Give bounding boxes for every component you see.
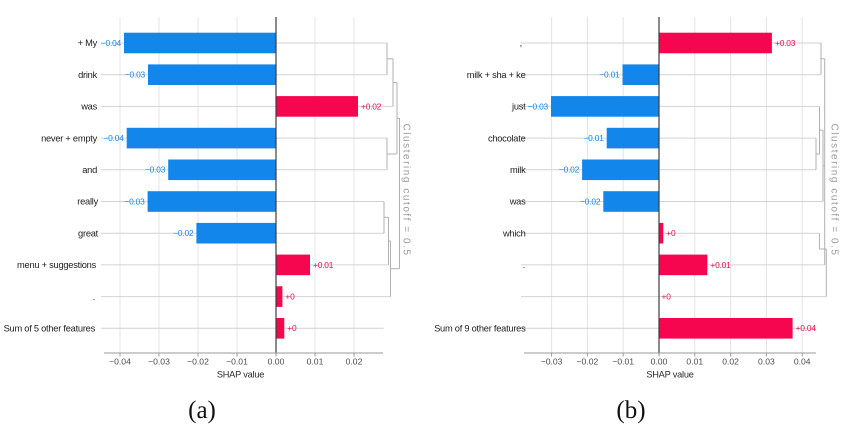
svg-text:−0.01: −0.01 bbox=[599, 70, 620, 80]
svg-text:−0.01: −0.01 bbox=[583, 133, 604, 143]
svg-text:−0.03: −0.03 bbox=[148, 357, 170, 367]
svg-text:+0: +0 bbox=[666, 228, 676, 238]
svg-text:SHAP value: SHAP value bbox=[646, 370, 693, 380]
svg-text:chocolate: chocolate bbox=[488, 133, 526, 143]
svg-text:−0.04: −0.04 bbox=[103, 133, 124, 143]
svg-text:+ My: + My bbox=[78, 38, 98, 48]
svg-text:−0.01: −0.01 bbox=[226, 357, 248, 367]
svg-text:was: was bbox=[80, 102, 97, 112]
svg-text:+0.01: +0.01 bbox=[313, 260, 334, 270]
svg-text:−0.02: −0.02 bbox=[559, 165, 580, 175]
svg-text:−0.04: −0.04 bbox=[109, 357, 131, 367]
svg-text:0.01: 0.01 bbox=[686, 357, 703, 367]
svg-text:(b): (b) bbox=[616, 397, 645, 424]
svg-text:milk + sha + ke: milk + sha + ke bbox=[467, 70, 526, 80]
svg-text:Sum of 9 other features: Sum of 9 other features bbox=[434, 324, 526, 334]
svg-text:−0.04: −0.04 bbox=[101, 38, 122, 48]
svg-text:(a): (a) bbox=[188, 397, 216, 424]
svg-text:0.01: 0.01 bbox=[307, 357, 324, 367]
svg-text:great: great bbox=[78, 228, 99, 238]
svg-text:−0.03: −0.03 bbox=[125, 70, 146, 80]
svg-text:.: . bbox=[93, 292, 95, 302]
svg-text:and: and bbox=[82, 165, 97, 175]
svg-text:just: just bbox=[511, 102, 526, 112]
svg-text:Sum of 5 other features: Sum of 5 other features bbox=[4, 324, 96, 334]
svg-text:0.02: 0.02 bbox=[346, 357, 363, 367]
svg-text:,: , bbox=[520, 38, 522, 48]
svg-text:−0.03: −0.03 bbox=[124, 196, 145, 206]
svg-text:+0: +0 bbox=[662, 292, 672, 302]
svg-text:0.00: 0.00 bbox=[268, 357, 285, 367]
svg-text:−0.03: −0.03 bbox=[528, 101, 549, 111]
svg-text:drink: drink bbox=[78, 70, 98, 80]
svg-text:.: . bbox=[523, 260, 525, 270]
svg-text:which: which bbox=[502, 228, 526, 238]
svg-text:Clustering cutoff = 0.5: Clustering cutoff = 0.5 bbox=[829, 123, 840, 256]
svg-text:Clustering cutoff = 0.5: Clustering cutoff = 0.5 bbox=[401, 123, 412, 256]
svg-text:+0: +0 bbox=[285, 292, 295, 302]
svg-text:0.00: 0.00 bbox=[651, 357, 668, 367]
svg-text:−0.02: −0.02 bbox=[173, 228, 194, 238]
svg-text:−0.02: −0.02 bbox=[187, 357, 209, 367]
svg-text:milk: milk bbox=[510, 165, 526, 175]
svg-text:0.03: 0.03 bbox=[758, 357, 775, 367]
svg-text:−0.02: −0.02 bbox=[577, 357, 599, 367]
svg-text:+0.04: +0.04 bbox=[796, 323, 817, 333]
svg-text:+0: +0 bbox=[287, 323, 297, 333]
svg-text:0.02: 0.02 bbox=[722, 357, 739, 367]
svg-text:−0.03: −0.03 bbox=[145, 165, 166, 175]
svg-text:menu + suggestions: menu + suggestions bbox=[17, 260, 97, 270]
svg-text:SHAP value: SHAP value bbox=[217, 370, 264, 380]
svg-text:0.04: 0.04 bbox=[794, 357, 811, 367]
svg-text:never + empty: never + empty bbox=[41, 133, 98, 143]
svg-text:−0.02: −0.02 bbox=[580, 196, 601, 206]
svg-text:really: really bbox=[77, 197, 98, 207]
svg-text:−0.01: −0.01 bbox=[612, 357, 634, 367]
svg-text:+0.03: +0.03 bbox=[775, 38, 796, 48]
svg-text:−0.03: −0.03 bbox=[541, 357, 563, 367]
svg-text:was: was bbox=[509, 197, 526, 207]
svg-text:+0.01: +0.01 bbox=[710, 260, 731, 270]
svg-text:+0.02: +0.02 bbox=[361, 101, 382, 111]
